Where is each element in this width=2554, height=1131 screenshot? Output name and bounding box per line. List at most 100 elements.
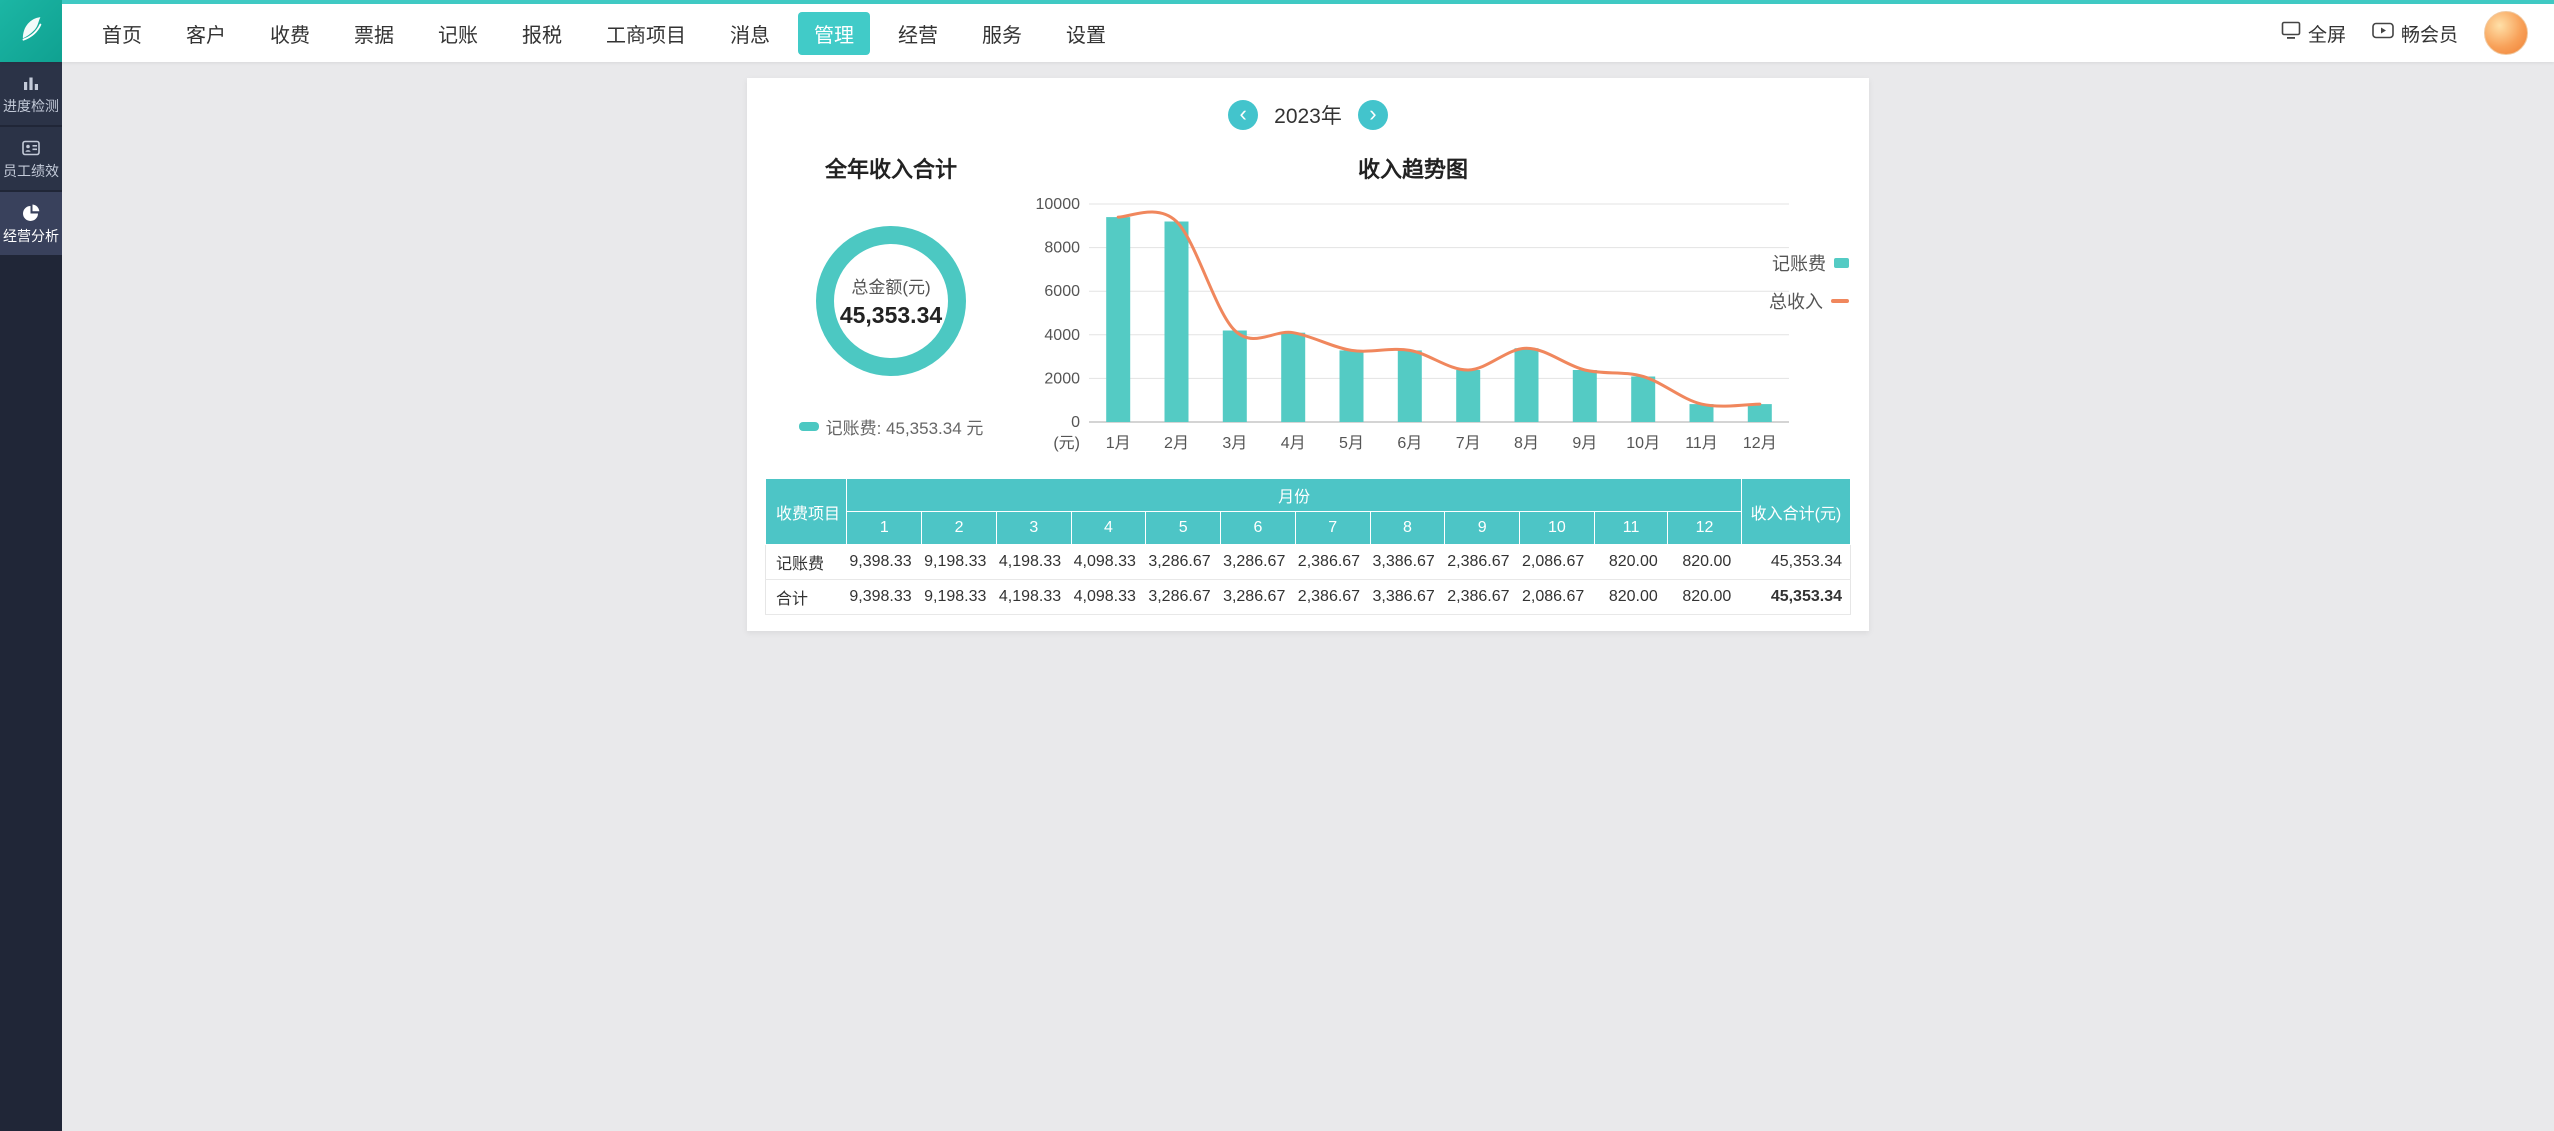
col-header-total: 收入合计(元): [1740, 478, 1852, 545]
month-value-cell: 820.00: [1594, 579, 1668, 615]
bar-chart-icon: [21, 73, 41, 93]
month-value-cell: 9,198.33: [921, 579, 997, 615]
legend-label: 记账费: [1772, 254, 1826, 274]
fullscreen-button[interactable]: 全屏: [2281, 20, 2346, 47]
col-header-month: 10: [1519, 511, 1595, 545]
col-header-month: 9: [1444, 511, 1521, 545]
fullscreen-icon: [2281, 21, 2301, 46]
nav-item-operations[interactable]: 经营: [898, 24, 938, 47]
logo-leaf-icon: [11, 9, 51, 54]
month-value-cell: 3,286.67: [1145, 579, 1221, 615]
col-header-month: 4: [1070, 511, 1147, 545]
nav-item-bookkeeping[interactable]: 记账: [438, 24, 478, 47]
nav-item-settings[interactable]: 设置: [1066, 24, 1106, 47]
fullscreen-label: 全屏: [2307, 24, 2346, 46]
app-logo[interactable]: [0, 0, 62, 62]
month-value-cell: 2,386.67: [1295, 579, 1371, 615]
month-value-cell: 9,398.33: [846, 579, 922, 615]
prev-year-button[interactable]: ‹: [1228, 100, 1259, 130]
income-table: 收费项目 月份 收入合计(元) 1 2 3 4 5 6 7 8 9 10 11 12 记账费 9,398.33 9…: [764, 478, 1852, 615]
nav-item-business-projects[interactable]: 工商项目: [606, 24, 686, 47]
svg-text:12月: 12月: [1743, 435, 1777, 452]
donut-legend-text: 记账费: 45,353.34 元: [825, 419, 984, 438]
svg-text:9月: 9月: [1572, 435, 1597, 452]
row-total-cell: 45,353.34: [1741, 579, 1851, 615]
legend-marker-icon: [1831, 299, 1849, 303]
month-value-cell: 4,098.33: [1071, 579, 1146, 615]
svg-text:7月: 7月: [1456, 435, 1481, 452]
month-value-cell: 3,386.67: [1370, 579, 1445, 615]
row-item-label: 合计: [765, 579, 847, 615]
svg-text:0: 0: [1071, 414, 1080, 431]
legend-marker-icon: [1834, 258, 1849, 268]
donut-legend: 记账费: 45,353.34 元: [765, 414, 1017, 439]
month-value-cell: 2,386.67: [1444, 544, 1520, 580]
chart-title: 收入趋势图: [1357, 157, 1468, 182]
row-item-label: 记账费: [765, 544, 847, 580]
col-header-month: 5: [1145, 511, 1222, 545]
month-value-cell: 2,386.67: [1444, 579, 1520, 615]
donut-label: 总金额(元): [851, 278, 931, 297]
month-value-cell: 9,398.33: [846, 544, 922, 580]
month-value-cell: 2,386.67: [1295, 544, 1371, 580]
legend-item-总收入[interactable]: 总收入: [1769, 288, 1849, 314]
col-header-month: 11: [1593, 511, 1669, 545]
member-label: 畅会员: [2400, 24, 2458, 46]
top-navbar: 首页 客户 收费 票据 记账 报税 工商项目 消息 管理 经营 服务 设置 全屏 畅会员: [0, 0, 2554, 62]
svg-text:10000: 10000: [1036, 196, 1081, 213]
month-value-cell: 820.00: [1667, 579, 1742, 615]
svg-text:11月: 11月: [1685, 435, 1718, 452]
nav-item-management[interactable]: 管理: [798, 11, 870, 55]
sidebar: 进度检测员工绩效经营分析: [0, 62, 62, 1131]
col-header-month: 3: [995, 511, 1072, 545]
month-value-cell: 820.00: [1667, 544, 1742, 580]
navbar-right: 全屏 畅会员: [2281, 4, 2554, 62]
report-panels: 全年收入合计 总金额(元) 45,353.34 记账费: 45,353.34 元…: [765, 146, 1851, 462]
member-play-icon: [2372, 21, 2394, 46]
nav-item-fees[interactable]: 收费: [270, 24, 310, 47]
pie-chart-icon: [21, 203, 41, 223]
content-area: ‹ 2023年 › 全年收入合计 总金额(元) 45,353.34 记账费: 4…: [62, 62, 2554, 1131]
annual-summary-panel: 全年收入合计 总金额(元) 45,353.34 记账费: 45,353.34 元: [765, 146, 1017, 462]
nav-item-home[interactable]: 首页: [102, 24, 142, 47]
income-trend-panel: 收入趋势图 0 2000 4000 6000 8000 10000 (元) 1月 2月 3月 4月 5…: [1017, 146, 1851, 462]
sidebar-item-performance[interactable]: 员工绩效: [0, 127, 62, 190]
svg-text:8月: 8月: [1514, 435, 1539, 452]
year-label: 2023年: [1274, 105, 1342, 128]
col-header-month: 12: [1667, 511, 1742, 545]
summary-title: 全年收入合计: [824, 157, 957, 182]
month-value-cell: 2,086.67: [1519, 544, 1595, 580]
sidebar-item-analysis[interactable]: 经营分析: [0, 192, 62, 255]
user-avatar[interactable]: [2484, 11, 2528, 55]
svg-text:6月: 6月: [1397, 435, 1422, 452]
month-value-cell: 3,286.67: [1220, 544, 1296, 580]
col-header-month: 6: [1220, 511, 1296, 545]
svg-text:(元): (元): [1053, 435, 1080, 452]
sidebar-item-label: 进度检测: [3, 98, 59, 114]
nav-item-services[interactable]: 服务: [982, 24, 1022, 47]
nav-item-customers[interactable]: 客户: [186, 24, 226, 47]
member-button[interactable]: 畅会员: [2372, 20, 2458, 47]
nav-item-invoices[interactable]: 票据: [354, 24, 394, 47]
col-header-month: 2: [921, 511, 997, 545]
month-value-cell: 9,198.33: [921, 544, 997, 580]
legend-item-记账费[interactable]: 记账费: [1769, 250, 1849, 276]
svg-text:2月: 2月: [1164, 435, 1189, 452]
nav-item-messages[interactable]: 消息: [730, 24, 770, 47]
sidebar-item-label: 员工绩效: [3, 163, 59, 179]
nav-item-tax[interactable]: 报税: [522, 24, 562, 47]
svg-text:6000: 6000: [1044, 283, 1080, 300]
col-header-item: 收费项目: [764, 478, 848, 545]
id-card-icon: [21, 138, 41, 158]
sidebar-item-progress[interactable]: 进度检测: [0, 62, 62, 125]
col-header-month: 1: [846, 511, 923, 545]
row-total-cell: 45,353.34: [1741, 544, 1851, 580]
svg-text:2000: 2000: [1044, 370, 1080, 387]
next-year-button[interactable]: ›: [1357, 100, 1388, 130]
month-value-cell: 3,286.67: [1145, 544, 1221, 580]
year-navigation: ‹ 2023年 ›: [759, 100, 1857, 130]
main-nav: 首页 客户 收费 票据 记账 报税 工商项目 消息 管理 经营 服务 设置: [86, 4, 1122, 62]
month-value-cell: 2,086.67: [1519, 579, 1595, 615]
month-value-cell: 3,386.67: [1370, 544, 1445, 580]
month-value-cell: 3,286.67: [1220, 579, 1296, 615]
